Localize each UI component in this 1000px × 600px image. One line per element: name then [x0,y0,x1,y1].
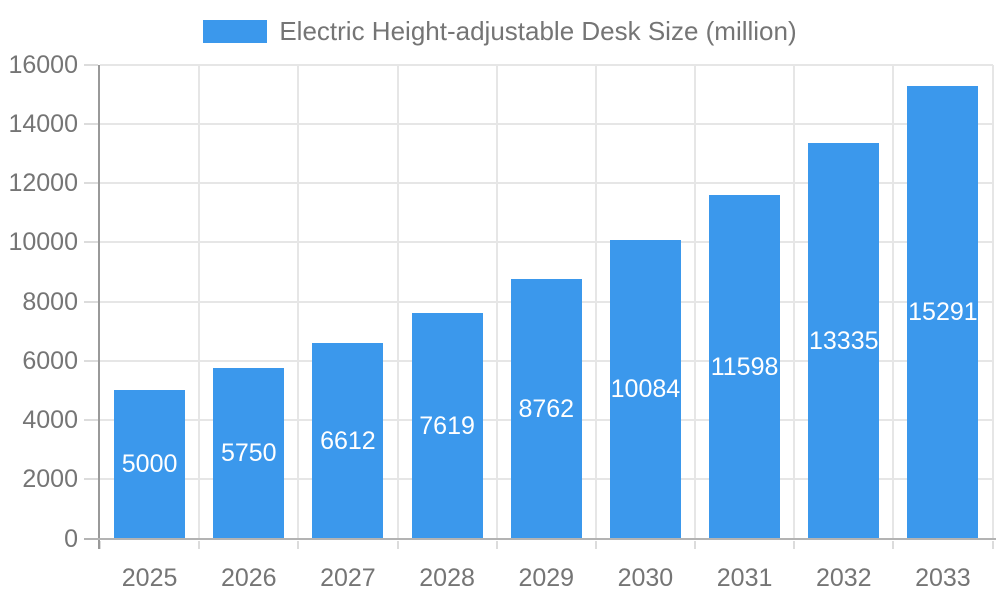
x-axis-tick [297,540,300,549]
y-axis-tick-label: 16000 [8,50,78,79]
x-axis-tick [793,540,796,549]
bar-value-label: 6612 [320,426,376,455]
x-axis-tick [198,540,201,549]
x-axis-tick [495,540,498,549]
bar-value-label: 7619 [419,411,475,440]
x-axis-tick-label: 2029 [518,563,575,592]
legend-swatch [203,20,268,43]
y-axis-tick [84,182,98,184]
bar-value-label: 8762 [518,394,575,423]
legend[interactable]: Electric Height-adjustable Desk Size (mi… [0,16,1000,47]
x-axis-tick [991,540,994,549]
gridline-vertical [198,64,201,539]
legend-label: Electric Height-adjustable Desk Size (mi… [279,16,797,46]
bar-2027[interactable] [312,342,384,539]
y-axis-tick-label: 0 [64,524,78,553]
y-axis-tick [84,419,98,421]
gridline-vertical [991,64,994,539]
bar-value-label: 15291 [908,298,978,326]
y-axis-tick [84,63,98,66]
y-axis-tick [84,122,98,125]
x-axis-tick [892,540,895,549]
bar-value-label: 13335 [808,326,879,355]
gridline-vertical [892,64,895,539]
bar-value-label: 11598 [710,352,779,381]
x-axis-tick-label: 2031 [716,563,773,592]
bar-2026[interactable] [213,368,285,539]
y-axis-tick-label: 10000 [8,228,78,257]
y-axis-tick-label: 14000 [8,109,78,138]
x-axis-tick [594,540,597,549]
bar-2025[interactable] [114,390,186,539]
gridline-vertical [396,64,399,539]
y-axis-tick-label: 4000 [22,406,78,434]
bar-value-label: 5000 [121,450,178,479]
bar-2033[interactable] [907,85,979,539]
bar-value-label: 10084 [610,375,681,404]
x-axis-tick [694,540,696,549]
x-axis-tick-label: 2032 [815,563,872,592]
gridline-horizontal [100,241,993,244]
gridline-horizontal [100,122,993,125]
gridline-vertical [694,64,696,539]
bar-2030[interactable] [609,239,681,539]
x-axis-tick-label: 2026 [220,563,277,592]
x-axis-tick-label: 2030 [617,563,674,592]
gridline-vertical [297,64,300,539]
y-axis-line [98,64,100,549]
y-axis-tick-label: 2000 [22,465,78,494]
bar-2031[interactable] [709,194,781,539]
gridline-horizontal [100,63,993,66]
x-axis-tick-label: 2025 [121,563,178,592]
gridline-vertical [495,64,498,539]
y-axis-tick-label: 6000 [22,346,78,375]
bar-2028[interactable] [411,312,483,539]
y-axis-tick [84,300,98,303]
x-axis-tick-label: 2028 [419,563,475,592]
y-axis-tick [84,241,98,244]
x-axis-tick [99,540,101,549]
gridline-vertical [594,64,597,539]
x-axis-line [84,537,996,540]
y-axis-tick [84,359,98,362]
x-axis-tick-label: 2027 [320,563,376,592]
gridline-horizontal [100,182,993,184]
y-axis-tick-label: 12000 [8,169,78,197]
y-axis-tick [84,478,98,481]
x-axis-tick-label: 2033 [915,563,971,592]
gridline-vertical [793,64,796,539]
y-axis-tick-label: 8000 [22,287,78,316]
bar-value-label: 5750 [220,439,277,468]
bar-2032[interactable] [808,143,880,539]
bar-2029[interactable] [510,278,582,539]
x-axis-tick [396,540,399,549]
